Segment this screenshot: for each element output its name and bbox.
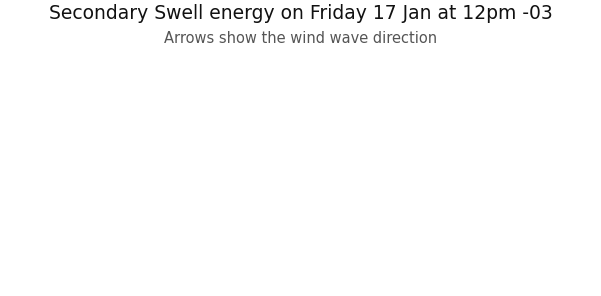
Text: Arrows show the wind wave direction: Arrows show the wind wave direction — [164, 30, 437, 46]
Text: Secondary Swell energy on Friday 17 Jan at 12pm -03: Secondary Swell energy on Friday 17 Jan … — [49, 4, 552, 23]
Text: cartopy required: cartopy required — [243, 165, 358, 179]
